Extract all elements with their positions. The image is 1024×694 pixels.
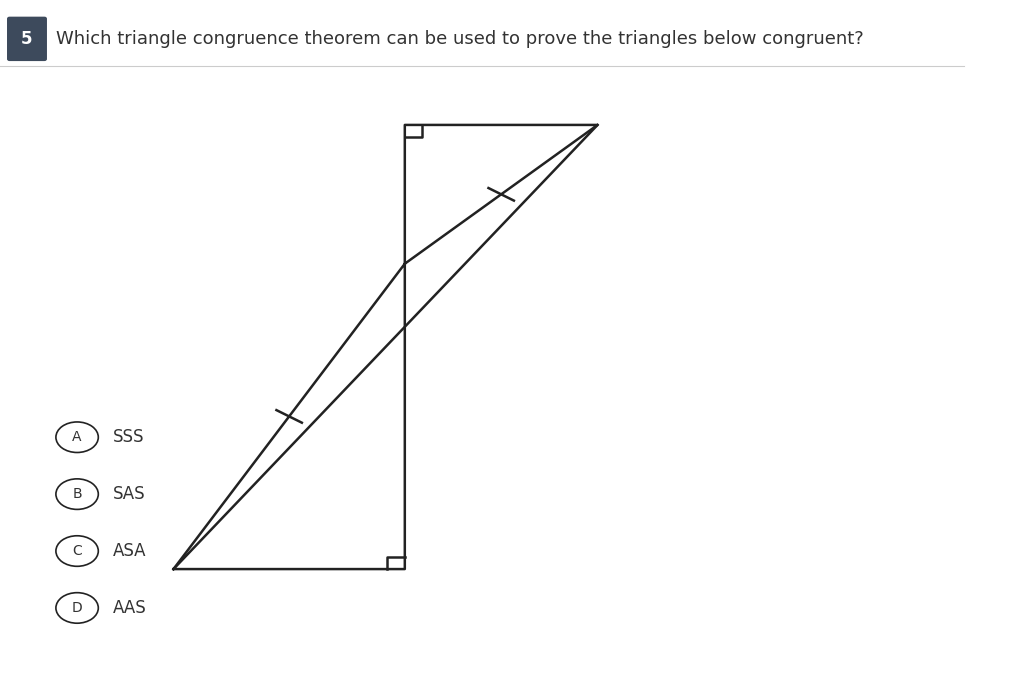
Text: Which triangle congruence theorem can be used to prove the triangles below congr: Which triangle congruence theorem can be…	[56, 30, 863, 48]
Text: A: A	[73, 430, 82, 444]
Text: C: C	[73, 544, 82, 558]
Text: SSS: SSS	[113, 428, 144, 446]
Text: D: D	[72, 601, 83, 615]
Text: B: B	[73, 487, 82, 501]
Text: AAS: AAS	[113, 599, 146, 617]
FancyBboxPatch shape	[8, 17, 46, 60]
Text: SAS: SAS	[113, 485, 145, 503]
Text: ASA: ASA	[113, 542, 146, 560]
Text: 5: 5	[22, 30, 33, 48]
